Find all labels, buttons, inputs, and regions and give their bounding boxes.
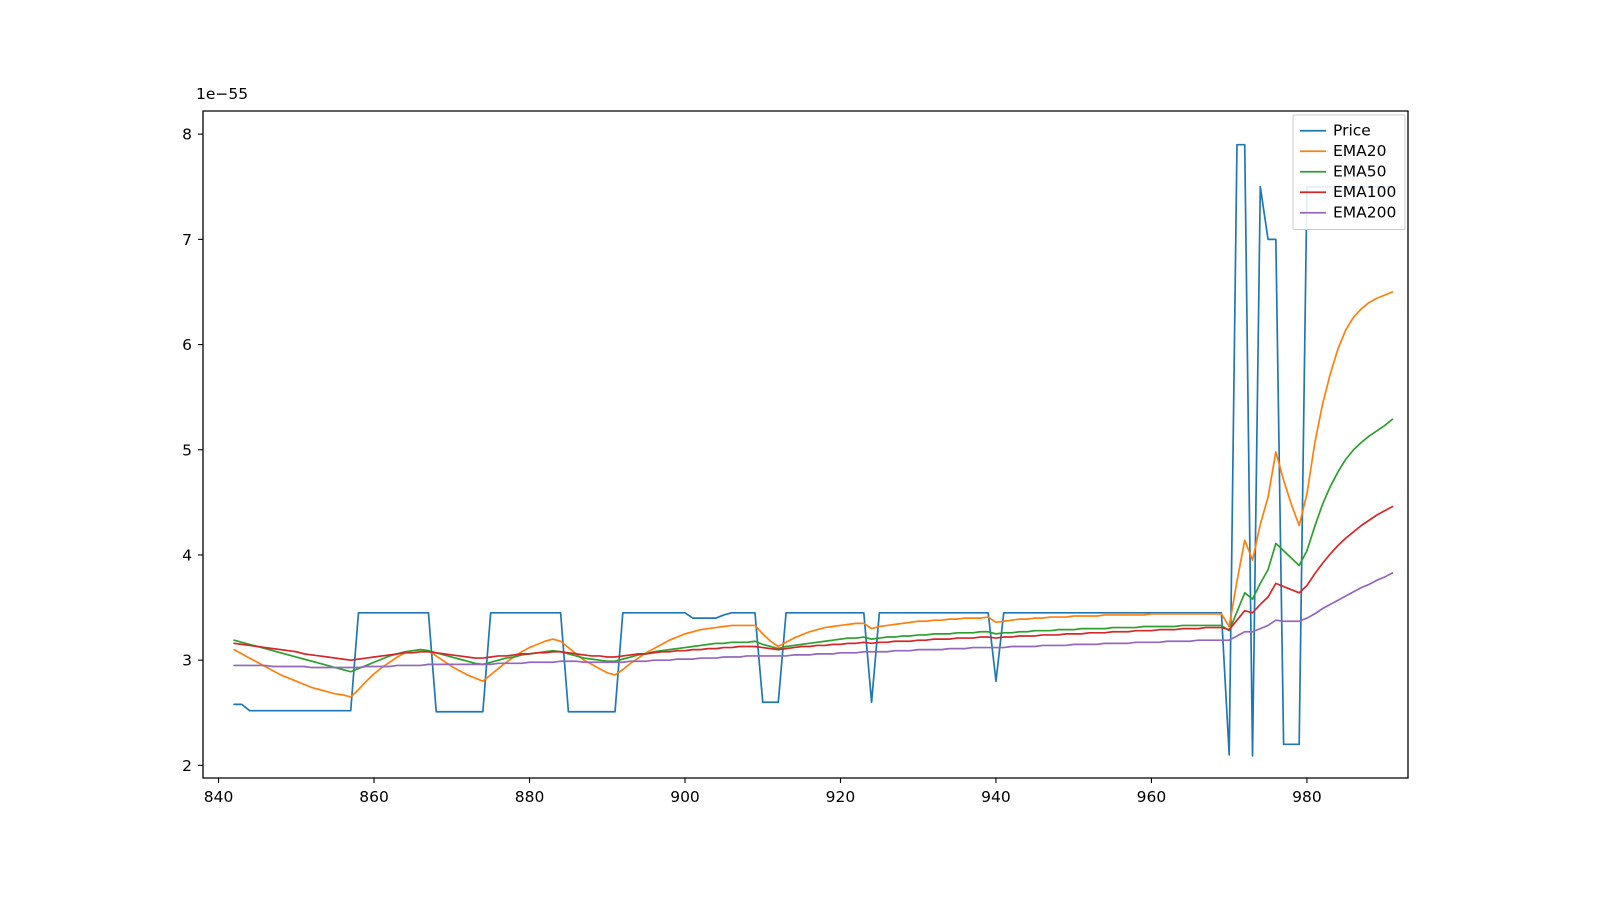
- x-tick-label: 860: [359, 788, 389, 806]
- series-line-ema50: [233, 418, 1394, 673]
- x-tick-label: 980: [1292, 788, 1322, 806]
- axes-spines: [202, 110, 1409, 779]
- y-tick-label: 6: [182, 336, 192, 354]
- legend-label-ema200[interactable]: EMA200: [1333, 203, 1396, 221]
- chart-legend[interactable]: Price EMA20 EMA50 EMA100 EMA200: [1292, 114, 1406, 230]
- x-tick-label: 880: [515, 788, 545, 806]
- y-tick-label: 8: [182, 126, 192, 144]
- x-tick-label: 840: [204, 788, 234, 806]
- x-tick-label: 940: [981, 788, 1011, 806]
- legend-label-price[interactable]: Price: [1333, 121, 1371, 139]
- y-tick-label: 5: [182, 441, 192, 459]
- y-tick-label: 4: [182, 546, 192, 564]
- series-line-ema200: [233, 572, 1394, 669]
- x-tick-label: 920: [826, 788, 856, 806]
- data-series-group: [233, 143, 1394, 757]
- legend-label-ema50[interactable]: EMA50: [1333, 162, 1387, 180]
- series-line-ema20: [233, 291, 1394, 698]
- series-line-price: [233, 143, 1394, 757]
- x-tick-label: 900: [670, 788, 700, 806]
- y-tick-label: 2: [182, 757, 192, 775]
- legend-background: [1292, 114, 1406, 230]
- series-line-ema100: [233, 505, 1394, 662]
- y-axis-offset-label: 1e−55: [196, 85, 248, 103]
- y-tick-label: 7: [182, 231, 192, 249]
- legend-label-ema20[interactable]: EMA20: [1333, 142, 1387, 160]
- plot-axes: 840 860 880 900 920 940 960 980 2 3 4 5 6 7 8 1e−55: [182, 85, 1409, 806]
- x-tick-label: 960: [1137, 788, 1167, 806]
- legend-label-ema100[interactable]: EMA100: [1333, 183, 1396, 201]
- y-tick-label: 3: [182, 652, 192, 670]
